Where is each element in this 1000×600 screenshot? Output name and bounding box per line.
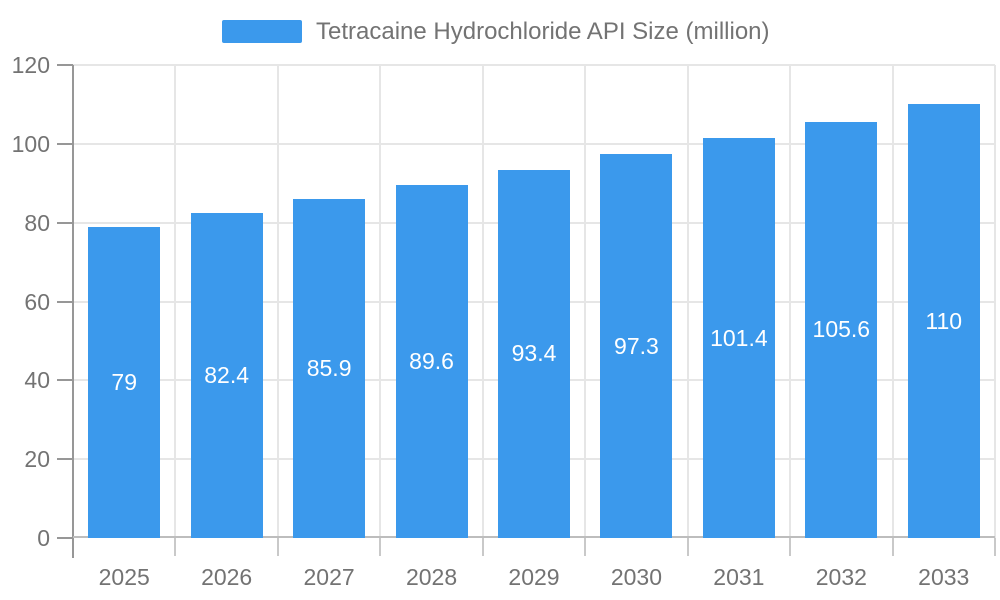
x-axis-label: 2028 <box>405 564 458 590</box>
y-axis-label: 0 <box>37 525 50 551</box>
y-axis-label: 80 <box>24 209 50 236</box>
x-axis-label: 2027 <box>303 564 355 590</box>
y-axis-label: 100 <box>11 130 50 157</box>
y-tick <box>57 300 73 303</box>
x-tick <box>379 538 382 556</box>
bar-value-label: 101.4 <box>710 324 768 351</box>
y-axis-label: 20 <box>24 446 50 473</box>
bar[interactable]: 89.6 <box>395 184 468 538</box>
x-tick <box>174 538 177 556</box>
x-axis-label: 2025 <box>98 564 150 590</box>
bar-value-label: 110 <box>925 307 963 334</box>
x-axis-label: 2026 <box>201 564 253 590</box>
bar[interactable]: 93.4 <box>498 169 570 538</box>
x-tick <box>994 538 996 556</box>
y-tick <box>57 142 73 145</box>
legend[interactable]: Tetracaine Hydrochloride API Size (milli… <box>222 18 770 45</box>
v-gridline <box>481 65 484 538</box>
legend-label: Tetracaine Hydrochloride API Size (milli… <box>316 18 770 45</box>
y-axis-label: 40 <box>24 367 50 394</box>
bar[interactable]: 101.4 <box>702 138 775 538</box>
y-tick <box>57 221 73 224</box>
v-gridline <box>686 65 689 538</box>
bar-value-label: 97.3 <box>614 332 659 359</box>
x-axis-label: 2031 <box>713 564 765 590</box>
x-tick <box>276 538 279 556</box>
v-gridline <box>174 65 177 538</box>
legend-swatch <box>222 20 302 43</box>
x-tick <box>686 538 689 556</box>
x-tick <box>584 538 587 556</box>
bar-value-label: 79 <box>111 368 138 395</box>
bar-value-label: 82.4 <box>204 362 250 389</box>
x-axis-label: 2030 <box>610 564 663 590</box>
v-gridline <box>891 65 894 538</box>
v-gridline <box>584 65 587 538</box>
y-tick <box>57 379 73 382</box>
bar[interactable]: 82.4 <box>190 213 263 538</box>
y-tick <box>57 537 73 539</box>
y-axis-label: 120 <box>11 52 50 78</box>
bar-value-label: 105.6 <box>812 316 871 343</box>
plot-area: 0 20 40 60 80 100 120 79 2025 82.4 2026 85.9 2027 89.… <box>12 52 996 590</box>
v-gridline <box>789 65 792 538</box>
y-tick <box>57 458 73 461</box>
v-gridline <box>276 65 279 538</box>
x-tick <box>789 538 792 556</box>
x-tick <box>891 538 894 556</box>
x-axis-label: 2029 <box>508 564 560 590</box>
h-gridline <box>73 64 995 66</box>
x-tick <box>481 538 484 556</box>
bar[interactable]: 110 <box>907 104 980 538</box>
y-tick <box>57 64 73 66</box>
x-axis-label: 2032 <box>815 564 867 590</box>
x-axis-label: 2033 <box>918 564 970 590</box>
y-axis-line <box>72 65 74 558</box>
bar[interactable]: 85.9 <box>293 199 366 538</box>
bar[interactable]: 97.3 <box>600 154 673 538</box>
h-gridline <box>73 142 995 145</box>
bar[interactable]: 105.6 <box>805 121 878 538</box>
v-gridline <box>379 65 382 538</box>
bar-value-label: 93.4 <box>511 340 557 367</box>
bar-value-label: 89.6 <box>409 347 454 374</box>
bar-value-label: 85.9 <box>306 355 352 382</box>
y-axis-label: 60 <box>24 288 50 315</box>
v-gridline <box>994 65 996 538</box>
bar[interactable]: 79 <box>88 226 161 538</box>
